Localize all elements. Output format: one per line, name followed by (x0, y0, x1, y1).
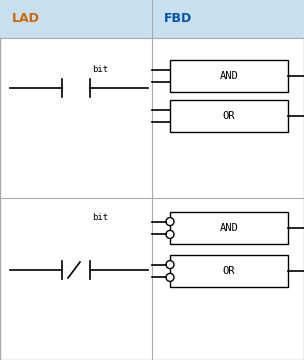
Circle shape (166, 230, 174, 238)
Bar (170, 255, 288, 287)
Bar (170, 100, 288, 132)
Text: AND: AND (219, 71, 238, 81)
Bar (170, 60, 288, 92)
Bar (170, 212, 288, 244)
Text: LAD: LAD (12, 13, 40, 26)
Bar (0, 0, 304, 38)
Circle shape (166, 217, 174, 226)
Text: OR: OR (223, 266, 235, 276)
Text: OR: OR (223, 111, 235, 121)
Text: bit: bit (92, 213, 108, 222)
Text: bit: bit (92, 66, 108, 75)
Circle shape (166, 261, 174, 269)
Circle shape (166, 273, 174, 282)
Text: AND: AND (219, 223, 238, 233)
Text: FBD: FBD (164, 13, 192, 26)
